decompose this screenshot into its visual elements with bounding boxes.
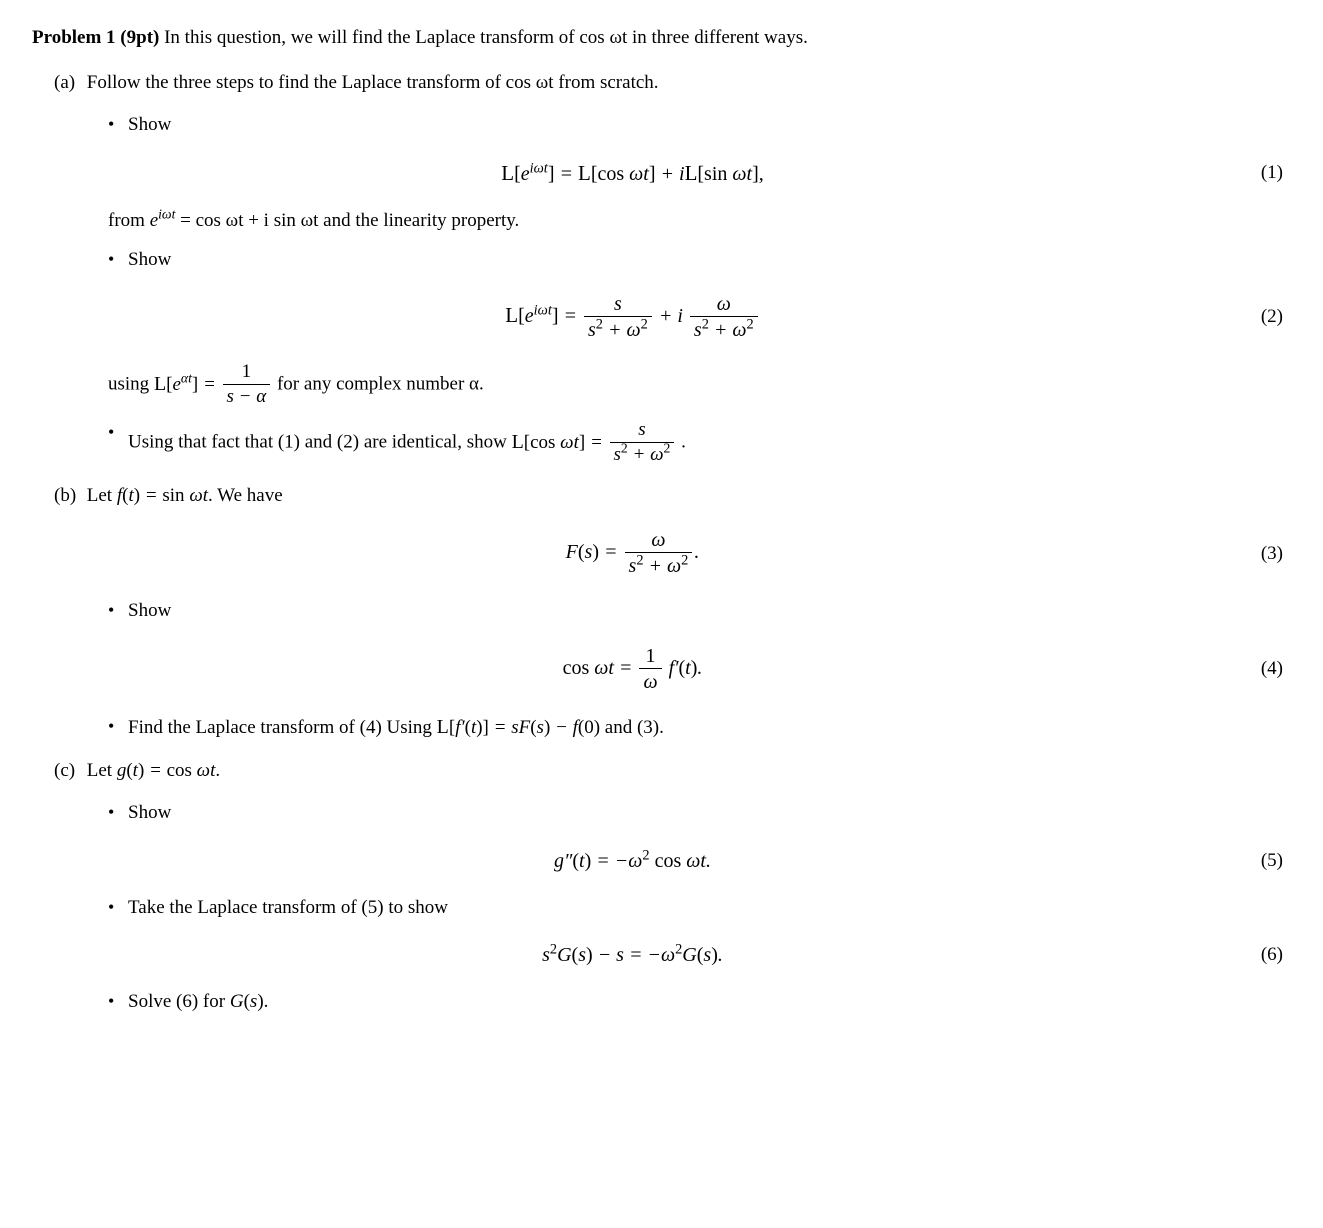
part-a-text: Follow the three steps to find the Lapla… [87, 72, 659, 93]
bullet-c1-text: Show [128, 802, 171, 823]
bullet-c3: Solve (6) for G(s). [108, 988, 1291, 1017]
part-b-post: . We have [208, 485, 283, 506]
bullet-a3-pre: Using that fact that (1) and (2) are ide… [128, 432, 512, 453]
after-eq1-math: eiωt = cos ωt + i sin ωt [150, 210, 319, 231]
bullet-b2-math: L[f′(t)] = sF(s) − f(0) [437, 717, 600, 738]
bullet-b1: Show [108, 597, 1291, 626]
bullet-a3-post: . [681, 432, 686, 453]
equation-4-number: (4) [1233, 655, 1291, 684]
part-b-bullets-2: Find the Laplace transform of (4) Using … [108, 713, 1291, 743]
using-pre: using [108, 374, 154, 395]
bullet-c3-post: . [264, 991, 269, 1012]
part-c-label: (c) [54, 757, 82, 786]
part-b-bullets: Show [108, 597, 1291, 626]
bullet-c3-pre: Solve (6) for [128, 991, 230, 1012]
part-a-label: (a) [54, 69, 82, 98]
part-c: (c) Let g(t) = cos ωt. [54, 757, 1291, 786]
part-c-math: g(t) = cos ωt [117, 760, 216, 781]
using-post: for any complex number α. [277, 374, 484, 395]
equation-5-number: (5) [1233, 847, 1291, 876]
equation-6: s2G(s) − s = −ω2G(s). [32, 940, 1233, 970]
bullet-b1-text: Show [128, 600, 171, 621]
bullet-a2-text: Show [128, 249, 171, 270]
equation-5: g″(t) = −ω2 cos ωt. [32, 846, 1233, 876]
part-b-math: f(t) = sin ωt [117, 485, 208, 506]
part-a-bullets-3: Using that fact that (1) and (2) are ide… [108, 419, 1291, 467]
part-c-pre: Let [87, 760, 117, 781]
part-a: (a) Follow the three steps to find the L… [54, 69, 1291, 98]
part-b-pre: Let [87, 485, 117, 506]
after-eq1-post: and the linearity property. [318, 210, 519, 231]
equation-4-row: cos ωt = 1ω f′(t). (4) [32, 644, 1291, 695]
equation-3-row: F(s) = ωs2 + ω2. (3) [32, 528, 1291, 579]
equation-2-row: L[eiωt] = ss2 + ω2 + i ωs2 + ω2 (2) [32, 292, 1291, 343]
equation-6-row: s2G(s) − s = −ω2G(s). (6) [32, 940, 1291, 970]
problem-title: Problem 1 (9pt) In this question, we wil… [32, 24, 1291, 53]
equation-2-number: (2) [1233, 303, 1291, 332]
equation-1-number: (1) [1233, 159, 1291, 188]
equation-4: cos ωt = 1ω f′(t). [32, 644, 1233, 695]
bullet-a3: Using that fact that (1) and (2) are ide… [108, 419, 1291, 467]
bullet-a3-math: L[cos ωt] = ss2 + ω2 [512, 432, 682, 453]
equation-1: L[eiωt] = L[cos ωt] + iL[sin ωt], [32, 158, 1233, 190]
using-line: using L[eαt] = 1s − α for any complex nu… [108, 361, 1291, 409]
equation-2: L[eiωt] = ss2 + ω2 + i ωs2 + ω2 [32, 292, 1233, 343]
bullet-c2-text: Take the Laplace transform of (5) to sho… [128, 897, 448, 918]
bullet-c3-g: G(s) [230, 991, 264, 1012]
bullet-b2-pre: Find the Laplace transform of (4) Using [128, 717, 437, 738]
part-c-post: . [215, 760, 220, 781]
equation-1-row: L[eiωt] = L[cos ωt] + iL[sin ωt], (1) [32, 158, 1291, 190]
problem-number: Problem 1 (9pt) [32, 27, 159, 48]
part-c-bullets-3: Solve (6) for G(s). [108, 988, 1291, 1017]
part-a-bullets-2: Show [108, 246, 1291, 275]
part-b-label: (b) [54, 482, 82, 511]
bullet-a1-text: Show [128, 114, 171, 135]
equation-3-number: (3) [1233, 540, 1291, 569]
after-eq1: from eiωt = cos ωt + i sin ωt and the li… [108, 207, 1291, 236]
part-c-bullets: Show [108, 799, 1291, 828]
equation-5-row: g″(t) = −ω2 cos ωt. (5) [32, 846, 1291, 876]
bullet-a2: Show [108, 246, 1291, 275]
after-eq1-pre: from [108, 210, 150, 231]
using-math: L[eαt] = 1s − α [154, 374, 277, 395]
bullet-c1: Show [108, 799, 1291, 828]
part-c-bullets-2: Take the Laplace transform of (5) to sho… [108, 894, 1291, 923]
problem-desc: In this question, we will find the Lapla… [159, 27, 807, 48]
part-a-bullets: Show [108, 111, 1291, 140]
bullet-b2: Find the Laplace transform of (4) Using … [108, 713, 1291, 743]
bullet-b2-post: and (3). [605, 717, 664, 738]
equation-6-number: (6) [1233, 941, 1291, 970]
bullet-c2: Take the Laplace transform of (5) to sho… [108, 894, 1291, 923]
bullet-a1: Show [108, 111, 1291, 140]
part-b: (b) Let f(t) = sin ωt. We have [54, 482, 1291, 511]
equation-3: F(s) = ωs2 + ω2. [32, 528, 1233, 579]
